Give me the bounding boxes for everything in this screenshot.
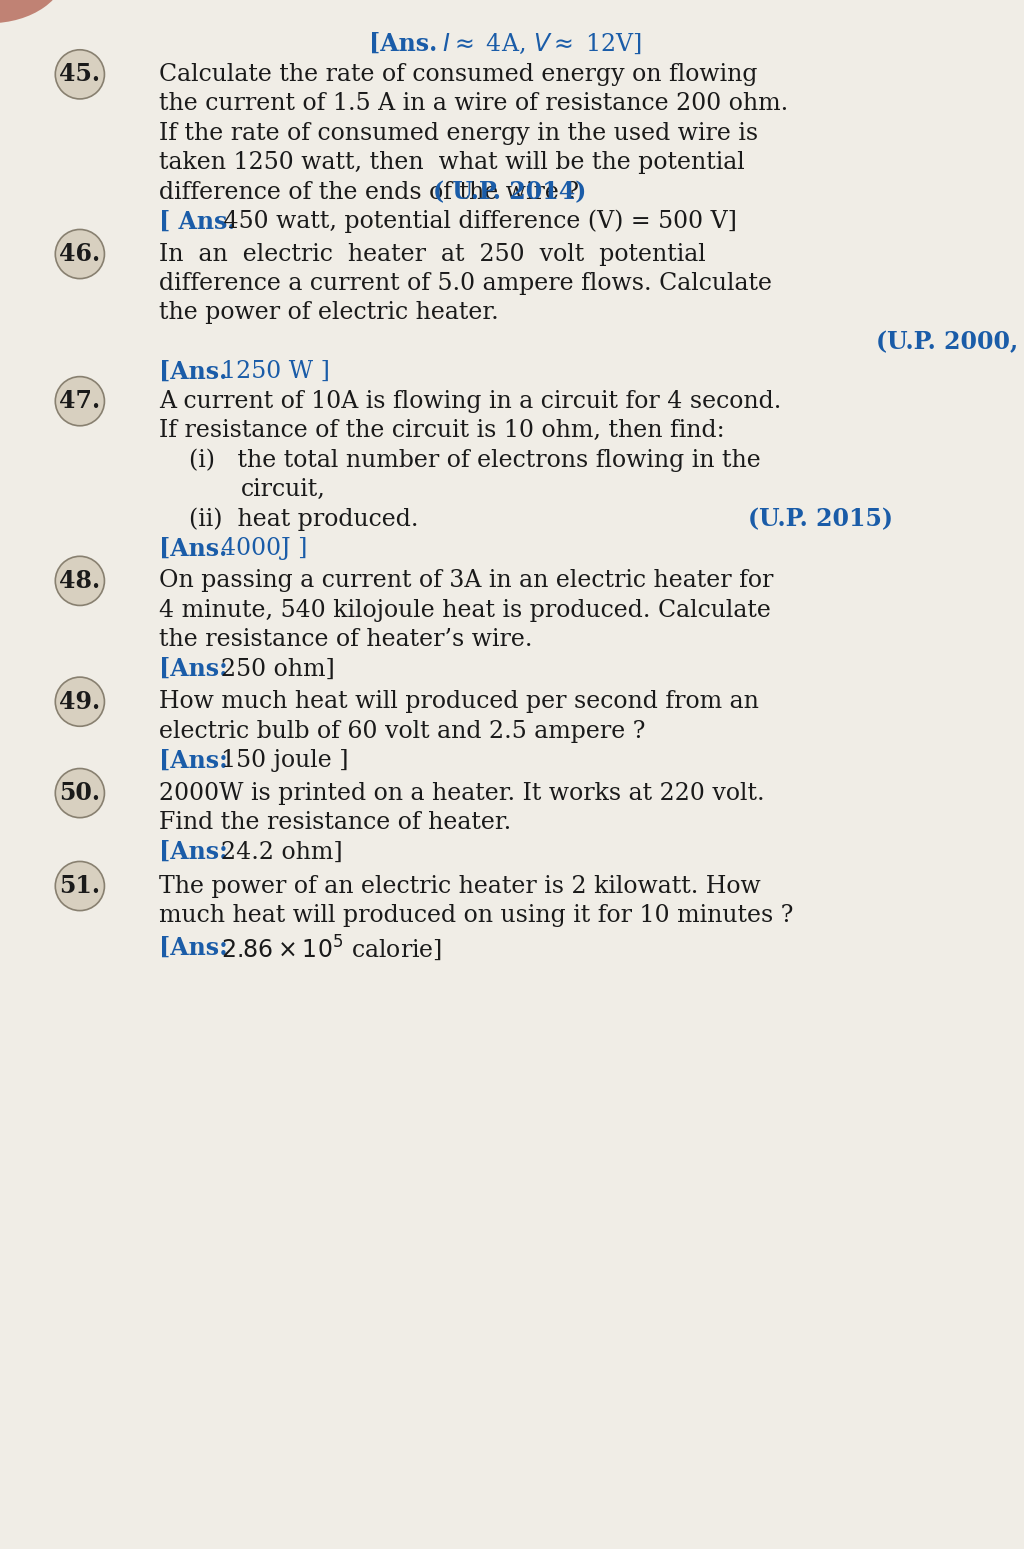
Text: difference of the ends of the wire ?: difference of the ends of the wire ? [159, 181, 579, 203]
Ellipse shape [0, 0, 67, 23]
Text: 2000W is printed on a heater. It works at 220 volt.: 2000W is printed on a heater. It works a… [159, 782, 764, 804]
Text: [Ans.: [Ans. [159, 536, 227, 561]
Ellipse shape [55, 50, 104, 99]
Text: ( U.P. 2014): ( U.P. 2014) [433, 180, 587, 204]
Text: How much heat will produced per second from an: How much heat will produced per second f… [159, 691, 759, 713]
Text: the power of electric heater.: the power of electric heater. [159, 302, 499, 324]
Ellipse shape [55, 677, 104, 726]
Text: 47.: 47. [59, 389, 100, 414]
Text: 450 watt, potential difference (V) = 500 V]: 450 watt, potential difference (V) = 500… [216, 209, 736, 234]
Text: (i)   the total number of electrons flowing in the: (i) the total number of electrons flowin… [189, 448, 761, 472]
Text: [Ans:: [Ans: [159, 936, 227, 960]
Text: 45.: 45. [59, 62, 100, 87]
Text: [Ans:: [Ans: [159, 748, 227, 773]
Text: 4 minute, 540 kilojoule heat is produced. Calculate: 4 minute, 540 kilojoule heat is produced… [159, 599, 771, 621]
Ellipse shape [55, 229, 104, 279]
Text: (U.P. 2015): (U.P. 2015) [748, 507, 893, 531]
Text: 48.: 48. [59, 568, 100, 593]
Text: [ Ans.: [ Ans. [159, 209, 236, 234]
Text: difference a current of 5.0 ampere flows. Calculate: difference a current of 5.0 ampere flows… [159, 273, 772, 294]
Ellipse shape [55, 861, 104, 911]
Text: [Ans:: [Ans: [159, 840, 227, 864]
Text: [Ans.: [Ans. [159, 359, 227, 384]
Text: the resistance of heater’s wire.: the resistance of heater’s wire. [159, 629, 532, 651]
Text: (U.P. 2000, 04, 05, 08): (U.P. 2000, 04, 05, 08) [876, 330, 1024, 355]
Text: On passing a current of 3A in an electric heater for: On passing a current of 3A in an electri… [159, 570, 773, 592]
Text: Calculate the rate of consumed energy on flowing: Calculate the rate of consumed energy on… [159, 64, 757, 85]
Text: electric bulb of 60 volt and 2.5 ampere ?: electric bulb of 60 volt and 2.5 ampere … [159, 720, 645, 742]
Text: 150 joule ]: 150 joule ] [207, 750, 349, 771]
Text: 250 ohm]: 250 ohm] [207, 658, 335, 680]
Text: $I \approx$ 4A, $V \approx$ 12V]: $I \approx$ 4A, $V \approx$ 12V] [435, 31, 642, 56]
Text: 50.: 50. [59, 781, 100, 805]
Text: the current of 1.5 A in a wire of resistance 200 ohm.: the current of 1.5 A in a wire of resist… [159, 93, 788, 115]
Text: Find the resistance of heater.: Find the resistance of heater. [159, 812, 511, 833]
Ellipse shape [55, 556, 104, 606]
Text: [Ans.: [Ans. [369, 31, 437, 56]
Text: 49.: 49. [59, 689, 100, 714]
Ellipse shape [55, 768, 104, 818]
Text: circuit,: circuit, [241, 479, 326, 500]
Text: If resistance of the circuit is 10 ohm, then find:: If resistance of the circuit is 10 ohm, … [159, 420, 724, 441]
Ellipse shape [55, 376, 104, 426]
Text: $2.86 \times 10^5$ calorie]: $2.86 \times 10^5$ calorie] [207, 932, 442, 963]
Text: much heat will produced on using it for 10 minutes ?: much heat will produced on using it for … [159, 905, 794, 926]
Text: In  an  electric  heater  at  250  volt  potential: In an electric heater at 250 volt potent… [159, 243, 706, 265]
Text: The power of an electric heater is 2 kilowatt. How: The power of an electric heater is 2 kil… [159, 875, 761, 897]
Text: A current of 10A is flowing in a circuit for 4 second.: A current of 10A is flowing in a circuit… [159, 390, 781, 412]
Text: 51.: 51. [59, 874, 100, 898]
Text: 1250 W ]: 1250 W ] [207, 361, 330, 383]
Text: If the rate of consumed energy in the used wire is: If the rate of consumed energy in the us… [159, 122, 758, 144]
Text: 4000J ]: 4000J ] [207, 538, 307, 559]
Text: 24.2 ohm]: 24.2 ohm] [207, 841, 343, 863]
Text: (ii)  heat produced.: (ii) heat produced. [189, 507, 419, 531]
Text: taken 1250 watt, then  what will be the potential: taken 1250 watt, then what will be the p… [159, 152, 744, 173]
Text: 46.: 46. [59, 242, 100, 266]
Text: [Ans:: [Ans: [159, 657, 227, 682]
